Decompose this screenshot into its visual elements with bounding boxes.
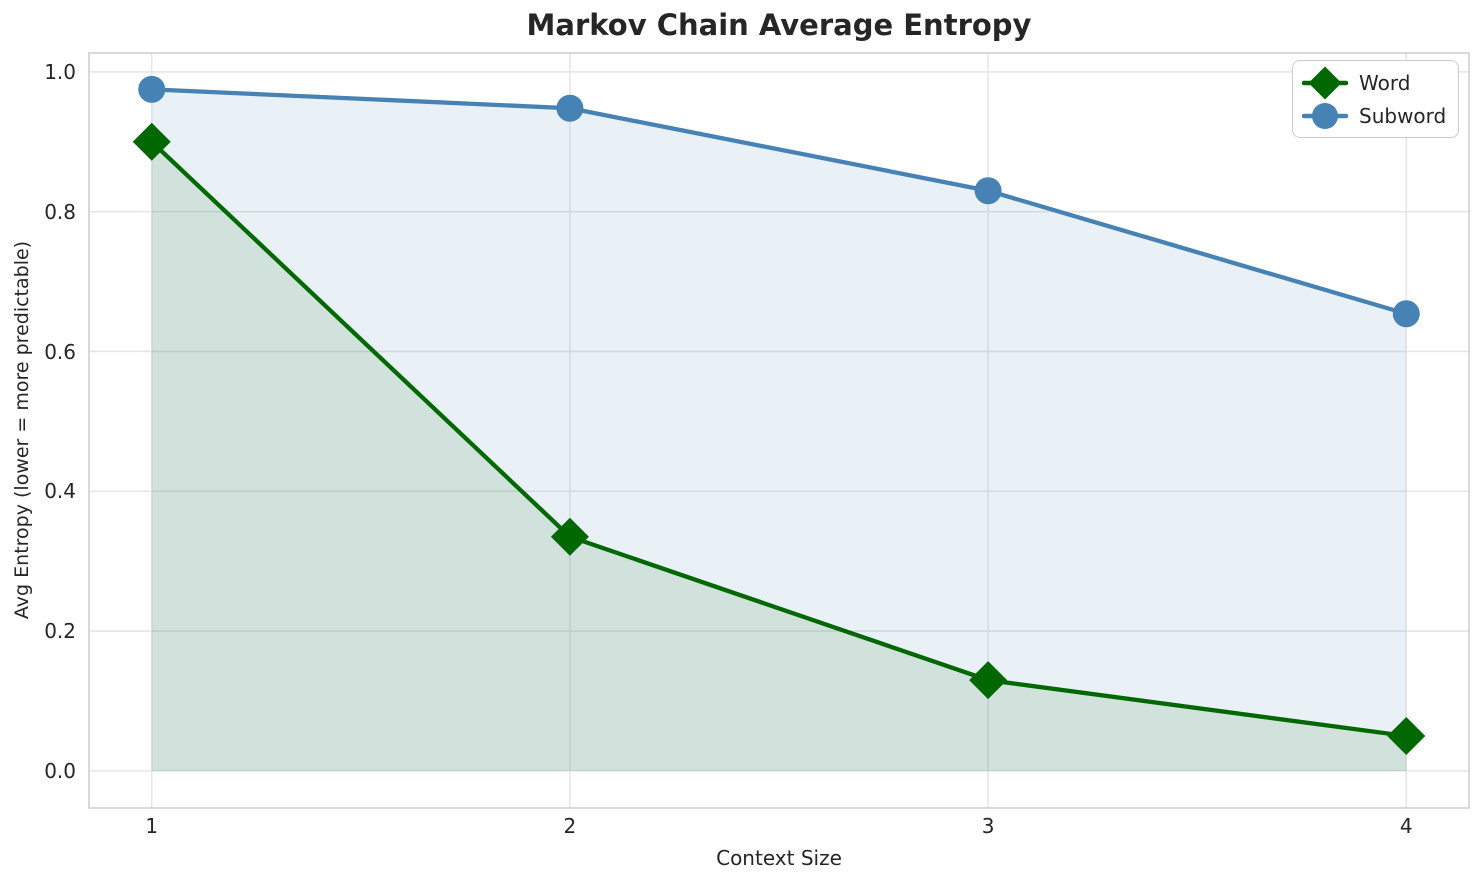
legend-label-subword: Subword bbox=[1359, 103, 1447, 128]
subword-data-point bbox=[556, 94, 584, 122]
legend-item-subword: Subword bbox=[1301, 99, 1446, 132]
x-tick-label: 3 bbox=[981, 814, 995, 838]
x-tick-label: 1 bbox=[145, 814, 159, 838]
subword-circle-icon bbox=[1312, 102, 1338, 129]
chart-title: Markov Chain Average Entropy bbox=[526, 8, 1032, 42]
y-tick-label: 0.6 bbox=[44, 339, 76, 364]
word-area-fill bbox=[151, 141, 1407, 771]
subword-data-point bbox=[138, 75, 166, 103]
legend-item-word: Word bbox=[1301, 66, 1446, 99]
word-data-point bbox=[550, 517, 589, 556]
y-tick-label: 0.4 bbox=[44, 479, 76, 504]
y-tick-label: 0.0 bbox=[44, 758, 76, 783]
axes-spine bbox=[88, 52, 1470, 809]
word-data-point bbox=[969, 661, 1008, 700]
subword-line bbox=[149, 87, 1409, 316]
subword-area-fill bbox=[151, 89, 1407, 771]
word-diamond-icon bbox=[1308, 66, 1342, 99]
y-tick-label: 0.8 bbox=[44, 199, 76, 224]
subword-data-point bbox=[974, 177, 1002, 205]
y-tick-label: 0.2 bbox=[44, 619, 76, 644]
x-axis-label: Context Size bbox=[716, 846, 842, 870]
word-data-point bbox=[1387, 716, 1426, 755]
subword-series-marker-icon bbox=[1301, 102, 1349, 129]
legend: Word Subword bbox=[1292, 60, 1460, 138]
x-tick-label: 2 bbox=[563, 814, 577, 838]
y-tick-label: 1.0 bbox=[44, 59, 76, 84]
word-data-point bbox=[132, 122, 171, 161]
word-series-marker-icon bbox=[1301, 66, 1349, 99]
x-tick-label: 4 bbox=[1399, 814, 1413, 838]
legend-label-word: Word bbox=[1359, 70, 1411, 95]
subword-data-point bbox=[1392, 300, 1420, 328]
word-line bbox=[149, 139, 1409, 739]
